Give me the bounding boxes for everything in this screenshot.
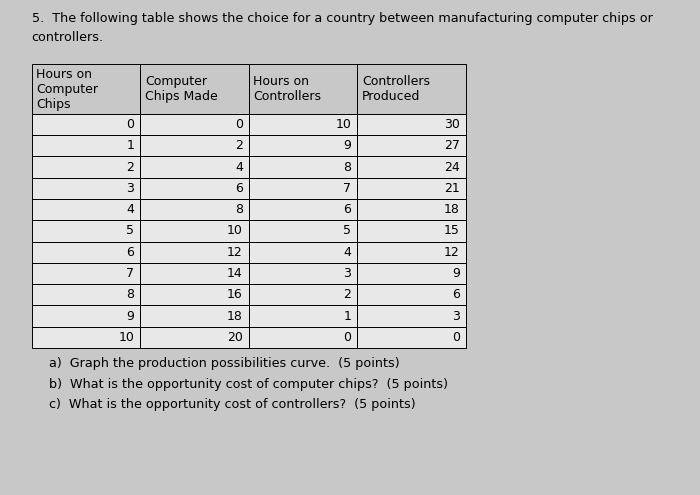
Text: 7: 7 [344, 182, 351, 195]
Text: 5: 5 [127, 224, 134, 238]
Text: 6: 6 [452, 288, 460, 301]
Text: c)  What is the opportunity cost of controllers?  (5 points): c) What is the opportunity cost of contr… [49, 398, 416, 411]
Text: 15: 15 [444, 224, 460, 238]
Text: 6: 6 [127, 246, 134, 259]
Text: 6: 6 [344, 203, 351, 216]
Text: 30: 30 [444, 118, 460, 131]
Text: 4: 4 [127, 203, 134, 216]
Text: 9: 9 [127, 309, 134, 323]
Text: 0: 0 [452, 331, 460, 344]
Text: 2: 2 [127, 160, 134, 174]
Text: 10: 10 [227, 224, 243, 238]
Text: 9: 9 [452, 267, 460, 280]
Text: 8: 8 [235, 203, 243, 216]
Text: 5.  The following table shows the choice for a country between manufacturing com: 5. The following table shows the choice … [32, 12, 652, 25]
Text: 18: 18 [227, 309, 243, 323]
Text: 24: 24 [444, 160, 460, 174]
Text: 0: 0 [127, 118, 134, 131]
Text: Controllers
Produced: Controllers Produced [362, 75, 430, 103]
Text: Computer
Chips Made: Computer Chips Made [145, 75, 218, 103]
Text: 14: 14 [227, 267, 243, 280]
Text: 3: 3 [452, 309, 460, 323]
Text: 6: 6 [235, 182, 243, 195]
Text: Hours on
Computer
Chips: Hours on Computer Chips [36, 68, 99, 110]
Text: 7: 7 [127, 267, 134, 280]
Text: 10: 10 [335, 118, 351, 131]
Text: b)  What is the opportunity cost of computer chips?  (5 points): b) What is the opportunity cost of compu… [49, 378, 448, 391]
Text: 8: 8 [127, 288, 134, 301]
Text: 12: 12 [227, 246, 243, 259]
Text: a)  Graph the production possibilities curve.  (5 points): a) Graph the production possibilities cu… [49, 357, 400, 370]
Text: Hours on
Controllers: Hours on Controllers [253, 75, 321, 103]
Text: 1: 1 [344, 309, 351, 323]
Text: 20: 20 [227, 331, 243, 344]
Text: 8: 8 [344, 160, 351, 174]
Text: 0: 0 [344, 331, 351, 344]
Text: 9: 9 [344, 139, 351, 152]
Text: 4: 4 [344, 246, 351, 259]
Text: 3: 3 [344, 267, 351, 280]
Text: 18: 18 [444, 203, 460, 216]
Text: 5: 5 [344, 224, 351, 238]
Text: 3: 3 [127, 182, 134, 195]
Text: 1: 1 [127, 139, 134, 152]
Text: 10: 10 [118, 331, 134, 344]
Text: 12: 12 [444, 246, 460, 259]
Text: 0: 0 [235, 118, 243, 131]
Text: 21: 21 [444, 182, 460, 195]
Text: 2: 2 [235, 139, 243, 152]
Text: 4: 4 [235, 160, 243, 174]
Text: 27: 27 [444, 139, 460, 152]
Text: 2: 2 [344, 288, 351, 301]
Text: 16: 16 [227, 288, 243, 301]
Text: controllers.: controllers. [32, 31, 104, 44]
